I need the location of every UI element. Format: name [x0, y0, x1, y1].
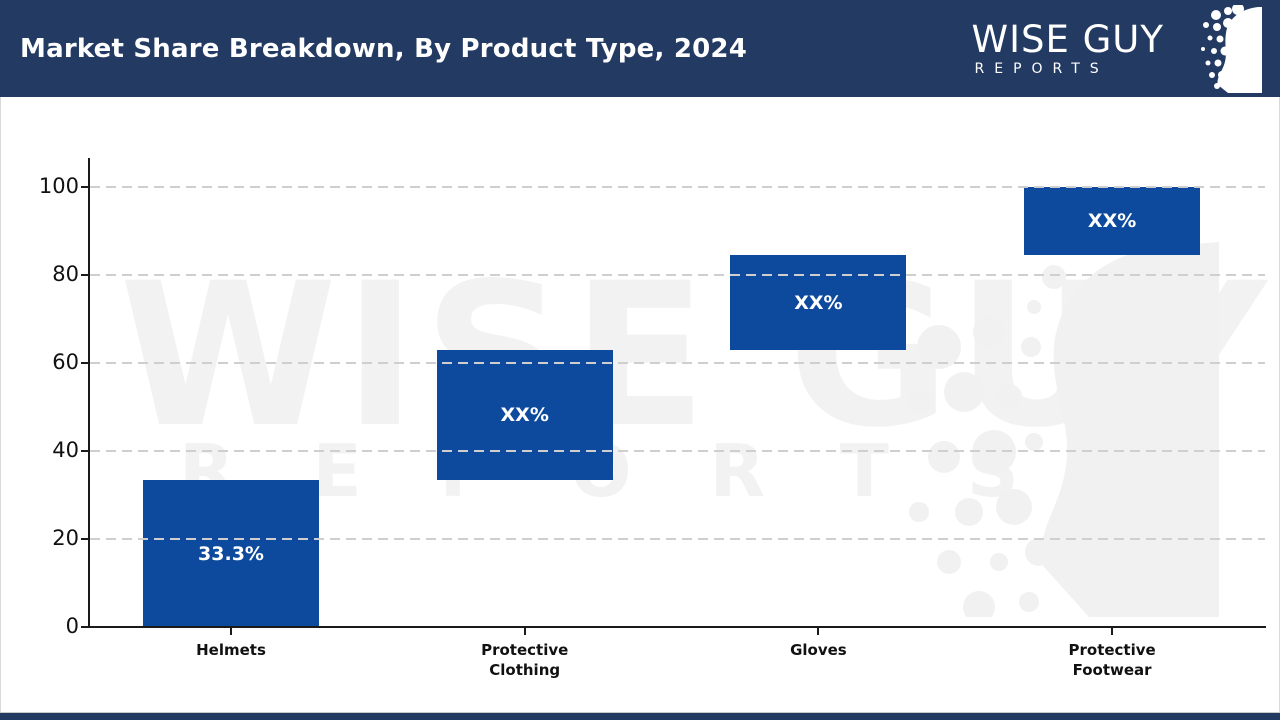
y-axis-tick: [81, 626, 89, 628]
bar-value-label: 33.3%: [198, 542, 264, 565]
plot-area: 0 20 40 60 80 100 33.3% Helmets XX% Protective Cl…: [1, 97, 1279, 712]
y-tick-label: 60: [52, 350, 79, 374]
y-axis-tick: [81, 362, 89, 364]
logo-head-icon: [1201, 4, 1262, 93]
logo-wordmark: WISE GUY: [971, 18, 1164, 61]
y-axis-tick: [81, 538, 89, 540]
x-axis-label: Gloves: [790, 641, 847, 659]
x-axis-tick: [523, 628, 526, 635]
header-bar: Market Share Breakdown, By Product Type,…: [0, 0, 1280, 97]
gridline: [90, 450, 1265, 452]
bar-value-label: XX%: [500, 404, 549, 427]
y-axis-tick: [81, 186, 89, 188]
chart-canvas: WISE GUY REPORTS 0 20 40 60 80 100 33.3% Helmet…: [0, 97, 1280, 713]
logo-subtitle: REPORTS: [974, 61, 1109, 77]
x-axis-label: Protective Clothing: [481, 641, 569, 679]
x-axis-label: Helmets: [196, 641, 266, 659]
x-axis-spine: [88, 626, 1266, 628]
logo-text: WISE GUY REPORTS: [972, 21, 1164, 76]
wise-guy-logo: WISE GUY REPORTS: [972, 4, 1262, 93]
bar-value-label: XX%: [794, 291, 843, 314]
x-axis-tick: [230, 628, 232, 635]
y-tick-label: 40: [52, 438, 79, 462]
footer-bar: [0, 713, 1280, 720]
y-axis-spine: [88, 158, 90, 627]
x-axis-label: Protective Footwear: [1068, 641, 1156, 679]
x-axis-tick: [817, 628, 820, 635]
chart-title: Market Share Breakdown, By Product Type,…: [20, 33, 747, 64]
y-axis-tick: [81, 274, 89, 276]
bar-gloves: [730, 254, 907, 351]
gridline: [90, 538, 1265, 540]
y-tick-label: 80: [52, 262, 79, 286]
bar-helmets: [143, 480, 319, 627]
x-axis-tick: [1111, 628, 1114, 635]
bar-protective-clothing: [436, 350, 613, 481]
bar-value-label: XX%: [1087, 209, 1137, 232]
y-tick-label: 0: [65, 614, 79, 638]
y-tick-label: 20: [52, 526, 79, 550]
bar-protective-footwear: [1024, 187, 1201, 255]
gridline: [90, 362, 1265, 364]
y-axis-tick: [81, 450, 89, 452]
gridline: [90, 274, 1265, 276]
y-tick-label: 100: [38, 174, 79, 198]
watermark-head-icon: [907, 232, 1219, 617]
gridline: [90, 186, 1265, 188]
